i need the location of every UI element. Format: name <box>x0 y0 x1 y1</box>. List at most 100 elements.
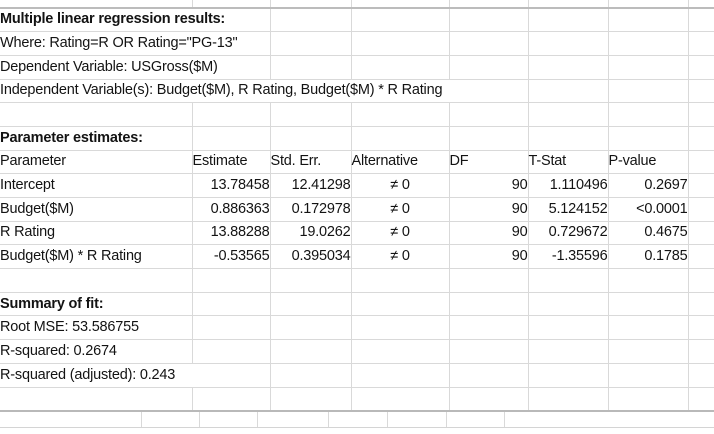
column-header-parameter[interactable]: Parameter <box>0 150 193 175</box>
cell-empty[interactable] <box>528 0 609 9</box>
cell-empty[interactable] <box>199 411 258 429</box>
cell-empty[interactable] <box>270 8 352 33</box>
cell-empty[interactable] <box>351 363 450 388</box>
cell-empty[interactable] <box>0 411 142 429</box>
cell-empty[interactable] <box>608 292 689 317</box>
cell-empty[interactable] <box>688 0 714 9</box>
cell-alternative[interactable]: ≠ 0 <box>351 173 450 198</box>
cell-empty[interactable] <box>449 363 529 388</box>
cell-empty[interactable] <box>528 363 609 388</box>
column-header-p-value[interactable]: P-value <box>608 150 689 175</box>
column-header-df[interactable]: DF <box>449 150 529 175</box>
cell-std-err[interactable]: 19.0262 <box>270 221 352 246</box>
cell-empty[interactable] <box>270 315 352 341</box>
r-squared-adjusted-value[interactable]: R-squared (adjusted): 0.243 <box>0 363 271 388</box>
cell-df[interactable]: 90 <box>449 173 529 198</box>
cell-t-stat[interactable]: 5.124152 <box>528 197 609 222</box>
cell-empty[interactable] <box>449 292 529 317</box>
cell-estimate[interactable]: 13.88288 <box>192 221 271 246</box>
cell-empty[interactable] <box>351 8 450 33</box>
cell-empty[interactable] <box>688 8 714 33</box>
cell-empty[interactable] <box>449 126 529 151</box>
column-header-estimate[interactable]: Estimate <box>192 150 271 175</box>
cell-empty[interactable] <box>351 0 450 9</box>
cell-empty[interactable] <box>270 268 352 293</box>
where-clause[interactable]: Where: Rating=R OR Rating="PG-13" <box>0 31 271 56</box>
cell-empty[interactable] <box>688 339 714 364</box>
cell-parameter[interactable]: R Rating <box>0 221 193 246</box>
cell-empty[interactable] <box>270 292 352 317</box>
cell-empty[interactable] <box>528 387 609 412</box>
results-title[interactable]: Multiple linear regression results: <box>0 8 271 33</box>
cell-empty[interactable] <box>449 55 529 80</box>
cell-empty[interactable] <box>688 221 714 246</box>
cell-empty[interactable] <box>449 387 529 412</box>
cell-empty[interactable] <box>270 387 352 412</box>
cell-empty[interactable] <box>387 411 447 429</box>
cell-empty[interactable] <box>688 268 714 293</box>
cell-empty[interactable] <box>608 363 689 388</box>
independent-variables[interactable]: Independent Variable(s): Budget($M), R R… <box>0 79 529 104</box>
cell-empty[interactable] <box>688 102 714 127</box>
cell-empty[interactable] <box>449 268 529 293</box>
cell-empty[interactable] <box>528 55 609 80</box>
cell-std-err[interactable]: 0.172978 <box>270 197 352 222</box>
cell-empty[interactable] <box>528 339 609 364</box>
cell-std-err[interactable]: 12.41298 <box>270 173 352 198</box>
cell-empty[interactable] <box>446 411 505 429</box>
cell-empty[interactable] <box>270 55 352 80</box>
cell-empty[interactable] <box>449 8 529 33</box>
cell-empty[interactable] <box>608 339 689 364</box>
cell-empty[interactable] <box>449 0 529 9</box>
cell-empty[interactable] <box>528 79 609 104</box>
cell-empty[interactable] <box>270 339 352 364</box>
cell-alternative[interactable]: ≠ 0 <box>351 244 450 270</box>
cell-p-value[interactable]: 0.1785 <box>608 244 689 270</box>
cell-empty[interactable] <box>192 292 271 317</box>
cell-empty[interactable] <box>449 339 529 364</box>
cell-empty[interactable] <box>608 268 689 293</box>
cell-empty[interactable] <box>351 31 450 56</box>
cell-empty[interactable] <box>0 102 193 127</box>
cell-empty[interactable] <box>608 31 689 56</box>
cell-empty[interactable] <box>504 411 714 429</box>
cell-empty[interactable] <box>192 315 271 341</box>
summary-of-fit-title[interactable]: Summary of fit: <box>0 292 193 317</box>
cell-alternative[interactable]: ≠ 0 <box>351 197 450 222</box>
cell-parameter[interactable]: Intercept <box>0 173 193 198</box>
cell-empty[interactable] <box>528 315 609 341</box>
cell-estimate[interactable]: 13.78458 <box>192 173 271 198</box>
cell-empty[interactable] <box>528 8 609 33</box>
cell-empty[interactable] <box>257 411 329 429</box>
cell-empty[interactable] <box>351 387 450 412</box>
dependent-variable[interactable]: Dependent Variable: USGross($M) <box>0 55 271 80</box>
cell-empty[interactable] <box>608 79 689 104</box>
cell-empty[interactable] <box>192 126 271 151</box>
cell-estimate[interactable]: 0.886363 <box>192 197 271 222</box>
cell-empty[interactable] <box>141 411 200 429</box>
cell-t-stat[interactable]: 1.110496 <box>528 173 609 198</box>
cell-empty[interactable] <box>270 126 352 151</box>
root-mse-value[interactable]: Root MSE: 53.586755 <box>0 315 193 341</box>
cell-empty[interactable] <box>270 0 352 9</box>
cell-empty[interactable] <box>608 102 689 127</box>
cell-empty[interactable] <box>351 339 450 364</box>
cell-empty[interactable] <box>688 150 714 175</box>
cell-empty[interactable] <box>528 268 609 293</box>
cell-empty[interactable] <box>351 268 450 293</box>
cell-empty[interactable] <box>270 31 352 56</box>
cell-empty[interactable] <box>688 244 714 270</box>
cell-empty[interactable] <box>270 363 352 388</box>
cell-empty[interactable] <box>688 315 714 341</box>
cell-empty[interactable] <box>528 292 609 317</box>
cell-empty[interactable] <box>351 102 450 127</box>
cell-empty[interactable] <box>449 31 529 56</box>
cell-empty[interactable] <box>608 126 689 151</box>
cell-df[interactable]: 90 <box>449 197 529 222</box>
cell-empty[interactable] <box>688 292 714 317</box>
cell-empty[interactable] <box>192 387 271 412</box>
cell-empty[interactable] <box>608 55 689 80</box>
cell-parameter[interactable]: Budget($M) * R Rating <box>0 244 193 270</box>
cell-t-stat[interactable]: -1.35596 <box>528 244 609 270</box>
cell-p-value[interactable]: 0.2697 <box>608 173 689 198</box>
